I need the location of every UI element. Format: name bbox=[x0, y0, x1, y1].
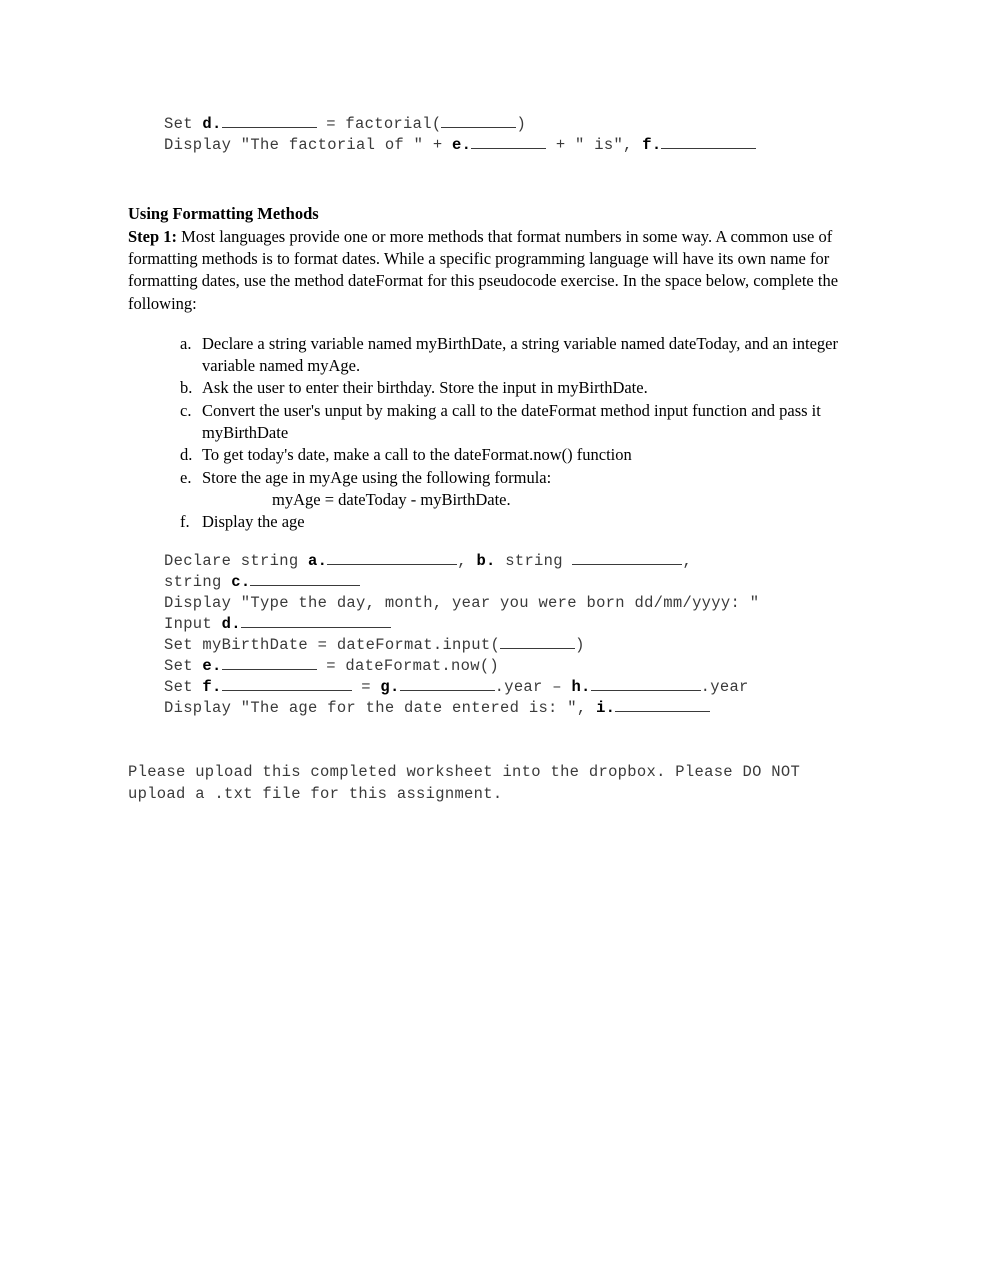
list-text: To get today's date, make a call to the … bbox=[202, 444, 861, 466]
code-line: Declare string a., b. string , bbox=[164, 551, 861, 572]
list-letter: d. bbox=[180, 444, 202, 466]
list-text: Store the age in myAge using the followi… bbox=[202, 467, 861, 512]
list-letter: a. bbox=[180, 333, 202, 378]
code-line: Set e. = dateFormat.now() bbox=[164, 656, 861, 677]
code-line: Set myBirthDate = dateFormat.input() bbox=[164, 635, 861, 656]
code-line: Display "Type the day, month, year you w… bbox=[164, 593, 861, 614]
list-letter: b. bbox=[180, 377, 202, 399]
step-paragraph: Step 1: Most languages provide one or mo… bbox=[128, 226, 861, 315]
list-text: Display the age bbox=[202, 511, 861, 533]
top-code-block: Set d. = factorial() Display "The factor… bbox=[164, 114, 861, 156]
list-item: a. Declare a string variable named myBir… bbox=[180, 333, 861, 378]
code-line: Set f. = g..year – h..year bbox=[164, 677, 861, 698]
list-item: f. Display the age bbox=[180, 511, 861, 533]
instruction-list: a. Declare a string variable named myBir… bbox=[180, 333, 861, 533]
section-heading: Using Formatting Methods bbox=[128, 204, 861, 224]
step-label: Step 1: bbox=[128, 227, 177, 246]
code-line: Display "The factorial of " + e. + " is"… bbox=[164, 135, 861, 156]
code-line: Input d. bbox=[164, 614, 861, 635]
formula-text: myAge = dateToday - myBirthDate. bbox=[272, 489, 861, 511]
footer-note: Please upload this completed worksheet i… bbox=[128, 761, 861, 806]
list-text: Declare a string variable named myBirthD… bbox=[202, 333, 861, 378]
pseudocode-block: Declare string a., b. string , string c.… bbox=[164, 551, 861, 718]
list-item: c. Convert the user's unput by making a … bbox=[180, 400, 861, 445]
step-text: Most languages provide one or more metho… bbox=[128, 227, 838, 313]
code-line: string c. bbox=[164, 572, 861, 593]
code-line: Display "The age for the date entered is… bbox=[164, 698, 861, 719]
list-item: d. To get today's date, make a call to t… bbox=[180, 444, 861, 466]
code-line: Set d. = factorial() bbox=[164, 114, 861, 135]
worksheet-page: Set d. = factorial() Display "The factor… bbox=[0, 0, 989, 806]
list-text: Convert the user's unput by making a cal… bbox=[202, 400, 861, 445]
list-item: b. Ask the user to enter their birthday.… bbox=[180, 377, 861, 399]
list-letter: c. bbox=[180, 400, 202, 445]
list-text: Ask the user to enter their birthday. St… bbox=[202, 377, 861, 399]
list-letter: e. bbox=[180, 467, 202, 512]
list-letter: f. bbox=[180, 511, 202, 533]
list-item: e. Store the age in myAge using the foll… bbox=[180, 467, 861, 512]
